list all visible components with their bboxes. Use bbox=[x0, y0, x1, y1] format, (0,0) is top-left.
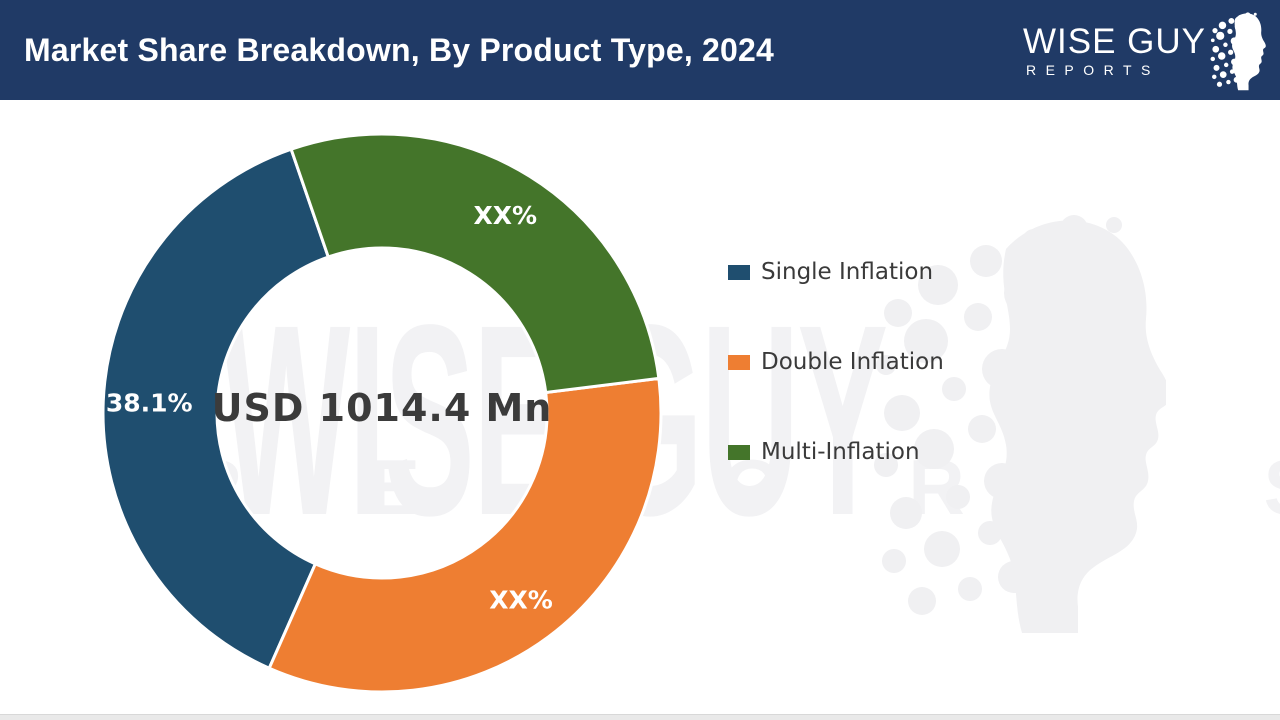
legend-swatch-multi-inflation bbox=[728, 444, 750, 460]
wiseguy-logo: WISE GUY REPORTS bbox=[1023, 0, 1266, 100]
donut-segment-double-inflation bbox=[267, 376, 663, 694]
legend-swatch-double-inflation bbox=[728, 354, 750, 370]
chart-legend: Single Inflation Double Inflation Multi-… bbox=[728, 258, 944, 528]
donut-wedges bbox=[101, 132, 663, 694]
bottom-border bbox=[0, 714, 1280, 720]
logo-face-icon bbox=[1210, 12, 1266, 91]
donut-center-value: USD 1014.4 Mn bbox=[212, 386, 553, 430]
legend-item-double-inflation: Double Inflation bbox=[728, 348, 944, 376]
donut-segment-labels: 38.1% XX% XX% bbox=[106, 201, 553, 615]
legend-label: Multi-Inflation bbox=[761, 439, 920, 465]
legend-swatch-single-inflation bbox=[728, 264, 750, 280]
legend-label: Single Inflation bbox=[761, 259, 934, 285]
legend-label: Double Inflation bbox=[761, 349, 944, 375]
logo-brand-text: WISE GUY bbox=[1022, 21, 1206, 61]
donut-segment-single-inflation bbox=[101, 147, 330, 670]
segment-value-label: 38.1% bbox=[106, 389, 193, 418]
logo-subtitle-text: REPORTS bbox=[1025, 61, 1160, 78]
page-title: Market Share Breakdown, By Product Type,… bbox=[24, 31, 774, 68]
segment-value-label: XX% bbox=[489, 585, 553, 614]
header-bar: Market Share Breakdown, By Product Type,… bbox=[0, 0, 1280, 100]
legend-item-single-inflation: Single Inflation bbox=[728, 258, 944, 286]
segment-value-label: XX% bbox=[473, 201, 537, 230]
legend-item-multi-inflation: Multi-Inflation bbox=[728, 438, 944, 466]
donut-segment-multi-inflation bbox=[289, 132, 661, 395]
donut-chart: 38.1% XX% XX% USD 1014.4 Mn bbox=[101, 132, 663, 694]
